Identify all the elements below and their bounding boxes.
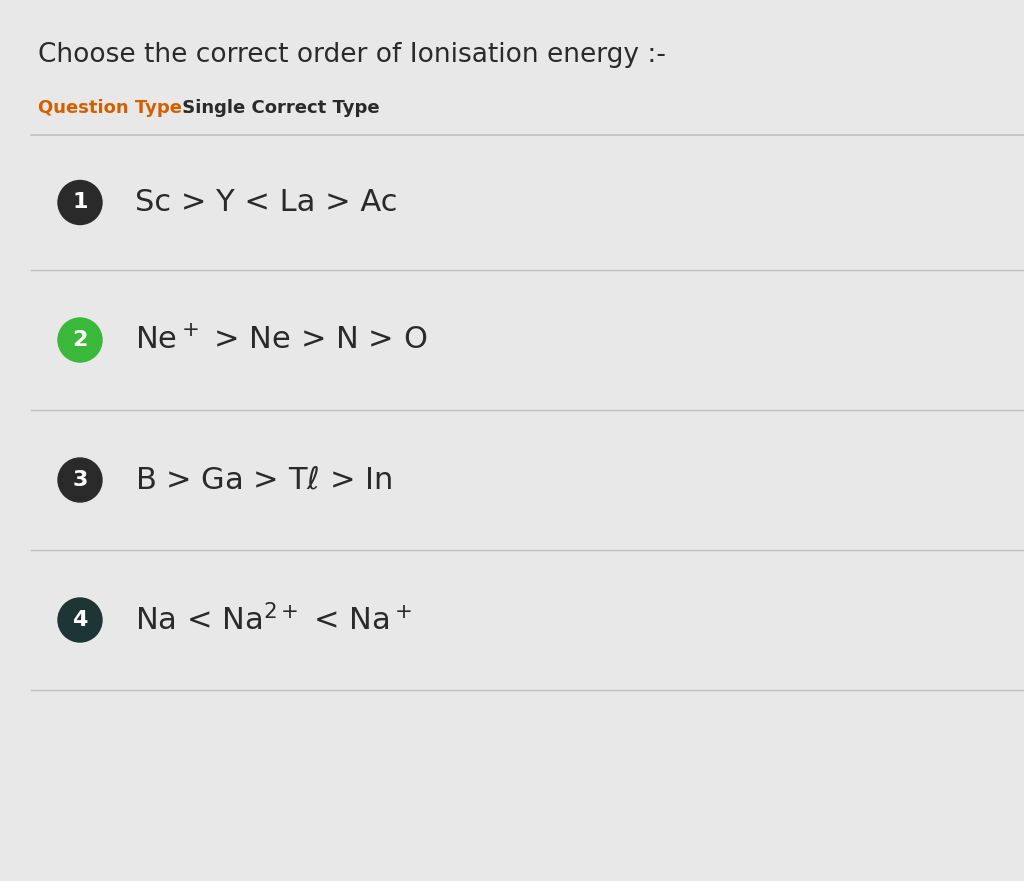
Circle shape <box>58 181 102 225</box>
Text: 2: 2 <box>73 330 88 350</box>
Text: Choose the correct order of Ionisation energy :-: Choose the correct order of Ionisation e… <box>38 42 666 68</box>
Text: Sc > Y < La > Ac: Sc > Y < La > Ac <box>135 188 397 217</box>
Circle shape <box>58 318 102 362</box>
Text: B > Ga > T$\ell$ > In: B > Ga > T$\ell$ > In <box>135 465 392 494</box>
Text: Ne$^+$ > Ne > N > O: Ne$^+$ > Ne > N > O <box>135 325 427 354</box>
Text: 1: 1 <box>73 193 88 212</box>
Text: 3: 3 <box>73 470 88 490</box>
Text: Na < Na$^{2+}$ < Na$^+$: Na < Na$^{2+}$ < Na$^+$ <box>135 603 413 636</box>
Circle shape <box>58 458 102 502</box>
Text: Single Correct Type: Single Correct Type <box>176 99 380 117</box>
Circle shape <box>58 598 102 642</box>
Text: Question Type:: Question Type: <box>38 99 189 117</box>
Text: 4: 4 <box>73 610 88 630</box>
